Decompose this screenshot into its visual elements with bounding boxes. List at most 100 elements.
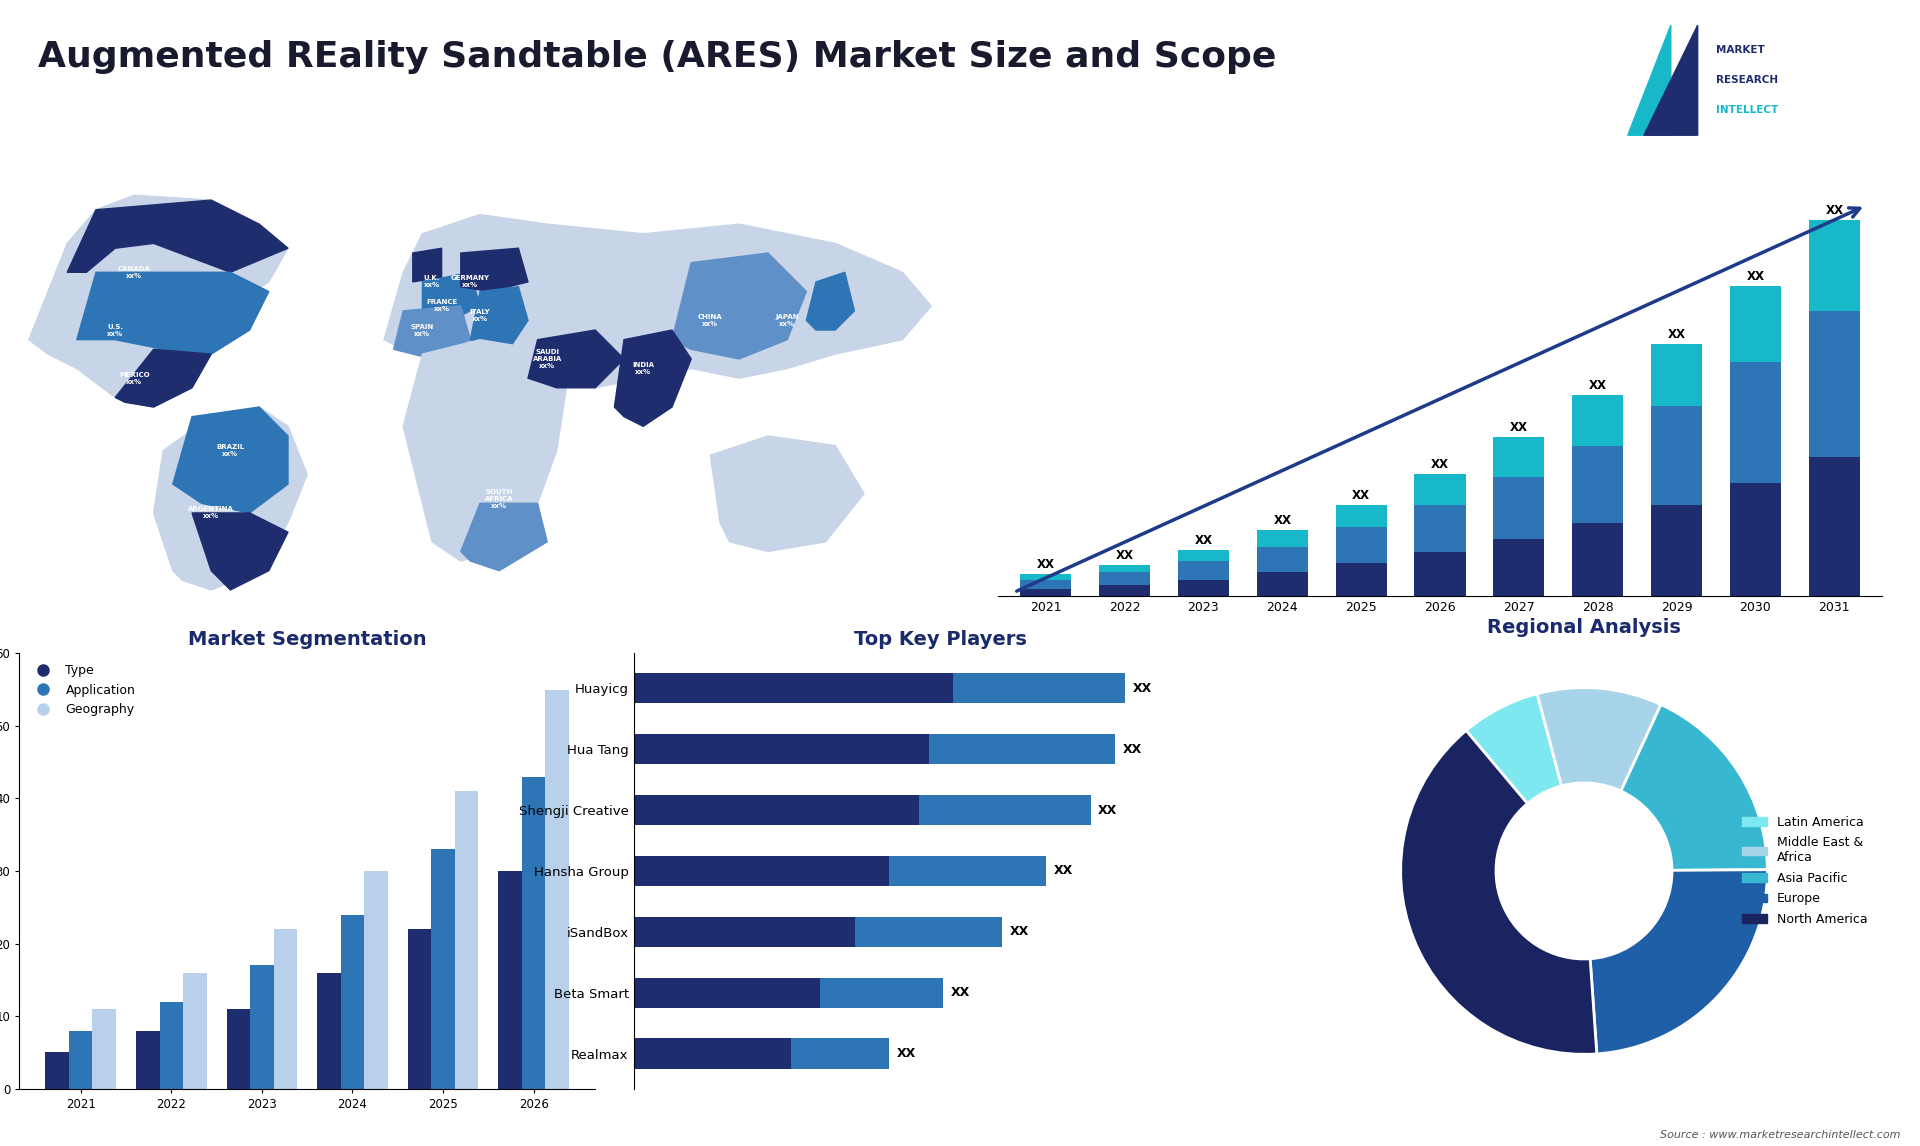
- Bar: [340, 915, 365, 1089]
- Polygon shape: [461, 503, 547, 571]
- Text: XX: XX: [1037, 558, 1054, 571]
- Polygon shape: [422, 273, 480, 321]
- Bar: [1809, 220, 1860, 312]
- Bar: [1651, 504, 1703, 596]
- Bar: [1415, 552, 1465, 596]
- Bar: [1336, 504, 1386, 527]
- Bar: [1258, 547, 1308, 572]
- Bar: [522, 777, 545, 1089]
- Text: XX: XX: [1116, 549, 1133, 562]
- Bar: [1098, 572, 1150, 584]
- Polygon shape: [77, 273, 269, 354]
- Text: CHINA
xx%: CHINA xx%: [699, 314, 722, 327]
- Text: ITALY
xx%: ITALY xx%: [470, 309, 490, 322]
- Text: Augmented REality Sandtable (ARES) Market Size and Scope: Augmented REality Sandtable (ARES) Marke…: [38, 40, 1277, 74]
- Text: SPAIN
xx%: SPAIN xx%: [411, 323, 434, 337]
- Bar: [1415, 473, 1465, 504]
- Bar: [634, 978, 820, 1008]
- Text: XX: XX: [1010, 925, 1029, 939]
- Text: RESEARCH: RESEARCH: [1716, 76, 1778, 85]
- Bar: [407, 929, 432, 1089]
- Text: Source : www.marketresearchintellect.com: Source : www.marketresearchintellect.com: [1661, 1130, 1901, 1140]
- Text: XX: XX: [1352, 489, 1371, 502]
- Title: Regional Analysis: Regional Analysis: [1488, 619, 1680, 637]
- Bar: [854, 917, 1002, 947]
- Bar: [634, 673, 952, 704]
- Bar: [929, 733, 1116, 764]
- Bar: [227, 1008, 250, 1089]
- Text: XX: XX: [1430, 457, 1450, 471]
- Text: U.S.
xx%: U.S. xx%: [108, 323, 123, 337]
- Text: XX: XX: [897, 1047, 916, 1060]
- Bar: [1415, 504, 1465, 552]
- Polygon shape: [1628, 25, 1670, 135]
- Bar: [1177, 580, 1229, 596]
- Wedge shape: [1620, 705, 1766, 870]
- Bar: [1572, 446, 1622, 523]
- Legend: Latin America, Middle East &
Africa, Asia Pacific, Europe, North America: Latin America, Middle East & Africa, Asi…: [1738, 811, 1872, 931]
- Bar: [92, 1008, 115, 1089]
- Text: U.K.
xx%: U.K. xx%: [424, 275, 440, 289]
- Bar: [1809, 457, 1860, 596]
- Text: XX: XX: [1123, 743, 1142, 755]
- Polygon shape: [403, 339, 566, 562]
- Text: FRANCE
xx%: FRANCE xx%: [426, 299, 457, 313]
- Bar: [1494, 438, 1544, 478]
- Polygon shape: [470, 286, 528, 359]
- Bar: [317, 973, 340, 1089]
- Bar: [365, 871, 388, 1089]
- Text: XX: XX: [1133, 682, 1152, 694]
- Text: MEXICO
xx%: MEXICO xx%: [119, 371, 150, 385]
- Bar: [634, 917, 854, 947]
- Polygon shape: [384, 214, 931, 387]
- Bar: [1177, 562, 1229, 580]
- Bar: [1730, 285, 1782, 362]
- Bar: [1730, 362, 1782, 482]
- Bar: [1572, 523, 1622, 596]
- Wedge shape: [1538, 688, 1661, 791]
- Bar: [918, 795, 1091, 825]
- Bar: [1258, 531, 1308, 547]
- Text: XX: XX: [1588, 379, 1607, 392]
- Text: GERMANY
xx%: GERMANY xx%: [451, 275, 490, 289]
- Bar: [634, 733, 929, 764]
- Text: SAUDI
ARABIA
xx%: SAUDI ARABIA xx%: [532, 348, 563, 369]
- Bar: [1651, 406, 1703, 504]
- Bar: [952, 673, 1125, 704]
- Bar: [46, 1052, 69, 1089]
- Text: JAPAN
xx%: JAPAN xx%: [776, 314, 799, 327]
- Bar: [889, 856, 1046, 886]
- Bar: [1336, 527, 1386, 563]
- Bar: [1730, 482, 1782, 596]
- Bar: [1020, 589, 1071, 596]
- Bar: [1098, 565, 1150, 572]
- Polygon shape: [394, 306, 470, 359]
- Text: XX: XX: [1273, 515, 1292, 527]
- Bar: [455, 791, 478, 1089]
- Polygon shape: [154, 407, 307, 590]
- Bar: [250, 965, 275, 1089]
- Polygon shape: [710, 435, 864, 551]
- Bar: [634, 795, 918, 825]
- Bar: [1020, 574, 1071, 580]
- Polygon shape: [1644, 25, 1697, 135]
- Bar: [432, 849, 455, 1089]
- Polygon shape: [67, 201, 288, 273]
- Polygon shape: [672, 253, 806, 359]
- Title: Top Key Players: Top Key Players: [854, 630, 1027, 649]
- Title: Market Segmentation: Market Segmentation: [188, 630, 426, 649]
- Bar: [1494, 478, 1544, 540]
- Bar: [1177, 550, 1229, 562]
- Bar: [182, 973, 207, 1089]
- Bar: [1020, 580, 1071, 589]
- Bar: [1336, 563, 1386, 596]
- Wedge shape: [1467, 693, 1561, 803]
- Bar: [1258, 572, 1308, 596]
- Bar: [499, 871, 522, 1089]
- Text: BRAZIL
xx%: BRAZIL xx%: [217, 444, 244, 457]
- Polygon shape: [29, 195, 288, 407]
- Polygon shape: [192, 513, 288, 590]
- Polygon shape: [413, 249, 442, 282]
- Polygon shape: [461, 249, 528, 291]
- Bar: [159, 1002, 182, 1089]
